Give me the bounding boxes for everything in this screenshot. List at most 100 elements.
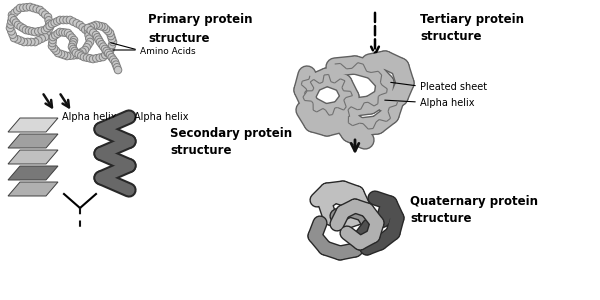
Circle shape [89, 29, 97, 37]
Circle shape [89, 55, 97, 63]
Circle shape [36, 6, 44, 14]
Circle shape [49, 36, 56, 44]
Circle shape [92, 21, 100, 29]
Circle shape [56, 28, 64, 36]
Circle shape [63, 52, 71, 60]
Text: Alpha helix: Alpha helix [62, 112, 116, 122]
Circle shape [70, 18, 77, 26]
Circle shape [46, 22, 53, 30]
Circle shape [76, 21, 84, 29]
Circle shape [44, 26, 52, 34]
Circle shape [112, 61, 120, 68]
Circle shape [86, 35, 93, 43]
Circle shape [106, 51, 114, 59]
Circle shape [31, 28, 39, 36]
Circle shape [31, 38, 39, 46]
Circle shape [35, 28, 42, 35]
Circle shape [10, 16, 18, 24]
Circle shape [44, 24, 51, 32]
Circle shape [63, 16, 70, 24]
Circle shape [20, 38, 28, 46]
Circle shape [106, 29, 114, 37]
Circle shape [96, 54, 103, 62]
Circle shape [60, 51, 68, 59]
Text: Pleated sheet: Pleated sheet [420, 82, 487, 92]
Circle shape [83, 44, 91, 51]
Circle shape [89, 22, 97, 30]
Circle shape [48, 42, 56, 50]
Circle shape [52, 32, 59, 39]
Text: Quaternary protein
structure: Quaternary protein structure [410, 194, 538, 226]
Circle shape [84, 28, 92, 36]
Circle shape [35, 37, 42, 44]
Text: Primary protein
structure: Primary protein structure [148, 14, 253, 44]
Circle shape [17, 37, 25, 44]
Circle shape [14, 35, 21, 43]
Circle shape [41, 33, 49, 41]
Circle shape [73, 20, 80, 27]
Circle shape [43, 30, 50, 38]
Circle shape [100, 43, 107, 50]
Circle shape [28, 38, 35, 46]
Circle shape [33, 5, 40, 13]
Circle shape [28, 28, 36, 35]
Circle shape [49, 33, 57, 41]
Circle shape [50, 44, 58, 52]
Circle shape [81, 46, 89, 54]
Circle shape [57, 50, 65, 58]
Circle shape [82, 26, 89, 34]
Circle shape [79, 48, 86, 56]
Circle shape [14, 7, 21, 14]
Circle shape [56, 16, 64, 24]
Circle shape [59, 16, 67, 24]
Circle shape [96, 38, 104, 46]
Circle shape [70, 38, 77, 46]
Circle shape [12, 19, 20, 26]
Circle shape [22, 26, 30, 34]
Circle shape [20, 25, 27, 32]
Circle shape [24, 38, 31, 46]
Circle shape [70, 52, 77, 59]
Circle shape [29, 4, 37, 12]
Circle shape [98, 40, 106, 48]
Circle shape [10, 34, 18, 42]
Circle shape [107, 44, 115, 52]
Circle shape [38, 35, 46, 43]
Circle shape [103, 47, 110, 55]
Circle shape [20, 4, 27, 11]
Circle shape [6, 24, 14, 32]
Circle shape [16, 4, 24, 12]
Circle shape [70, 45, 77, 53]
Circle shape [75, 50, 82, 58]
Circle shape [8, 14, 16, 22]
Circle shape [104, 49, 112, 57]
Circle shape [41, 26, 49, 34]
Circle shape [107, 32, 115, 40]
Circle shape [92, 31, 100, 39]
Circle shape [52, 47, 60, 55]
Circle shape [95, 22, 103, 29]
Circle shape [113, 64, 121, 71]
Text: Tertiary protein
structure: Tertiary protein structure [420, 13, 524, 44]
Circle shape [41, 11, 49, 19]
Circle shape [71, 47, 79, 55]
Circle shape [76, 50, 83, 57]
Circle shape [46, 23, 54, 31]
Circle shape [8, 17, 15, 25]
Circle shape [59, 28, 67, 36]
Circle shape [73, 51, 81, 59]
Circle shape [66, 16, 74, 24]
Circle shape [99, 53, 107, 61]
Circle shape [108, 53, 115, 61]
Circle shape [102, 25, 110, 33]
Circle shape [83, 54, 91, 62]
Circle shape [87, 26, 94, 34]
Circle shape [7, 21, 14, 28]
Circle shape [94, 34, 101, 41]
Circle shape [49, 39, 56, 47]
Circle shape [17, 23, 25, 31]
Circle shape [44, 13, 52, 21]
Circle shape [72, 49, 80, 57]
Circle shape [8, 11, 16, 19]
Circle shape [77, 52, 85, 59]
